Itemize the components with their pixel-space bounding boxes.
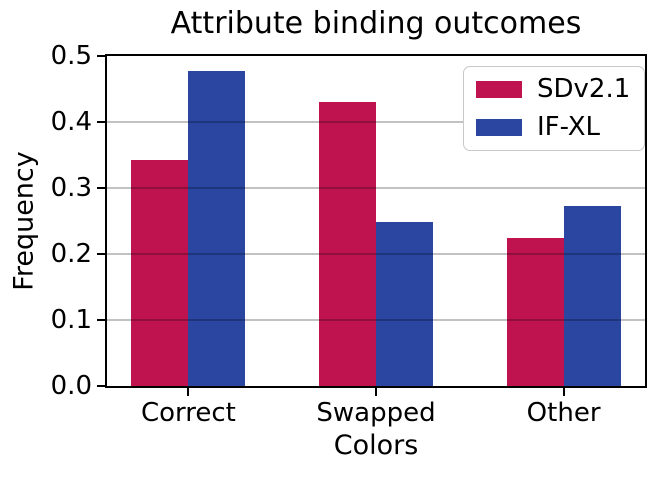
bar-sdv2.1-correct <box>131 160 189 386</box>
bar-if-xl-correct <box>188 71 246 386</box>
bar-if-xl-swapped <box>376 222 433 386</box>
y-tick-label: 0.1 <box>50 305 92 335</box>
legend-item-ifxl: IF-XL <box>476 113 630 142</box>
y-tick-mark <box>97 253 105 255</box>
grid-line <box>107 187 645 189</box>
x-tick-label-other: Other <box>526 398 601 428</box>
legend-label-sdv21: SDv2.1 <box>537 74 631 104</box>
y-tick-label: 0.0 <box>50 371 92 401</box>
bar-if-xl-other <box>563 205 621 386</box>
x-tick-mark <box>562 388 565 396</box>
x-tick-label-correct: Correct <box>140 398 236 428</box>
y-tick-label: 0.2 <box>50 239 92 269</box>
y-tick-mark <box>97 121 105 123</box>
y-tick-mark <box>97 187 105 189</box>
bar-sdv2.1-swapped <box>319 101 376 386</box>
y-tick-label: 0.5 <box>50 41 92 71</box>
grid-line <box>107 121 645 123</box>
y-tick-label: 0.3 <box>50 173 92 203</box>
legend-item-sdv21: SDv2.1 <box>476 75 630 104</box>
legend-swatch-ifxl <box>476 119 522 136</box>
legend-label-ifxl: IF-XL <box>537 112 601 142</box>
legend-swatch-sdv21 <box>476 81 522 98</box>
bar-sdv2.1-other <box>506 237 564 386</box>
plot-inner <box>97 55 645 396</box>
x-tick-label-swapped: Swapped <box>316 398 436 428</box>
x-tick-mark <box>375 388 377 396</box>
grid-line <box>107 253 645 255</box>
y-tick-mark <box>97 385 105 387</box>
x-tick-mark <box>187 388 190 396</box>
chart-title: Attribute binding outcomes <box>170 6 582 41</box>
x-axis-label: Colors <box>333 430 419 461</box>
y-tick-mark <box>97 55 105 57</box>
grid-line <box>107 319 645 321</box>
legend: SDv2.1 IF-XL <box>463 66 646 151</box>
y-tick-label: 0.4 <box>50 107 92 137</box>
y-axis-label: Frequency <box>8 151 40 291</box>
y-tick-mark <box>97 319 105 321</box>
